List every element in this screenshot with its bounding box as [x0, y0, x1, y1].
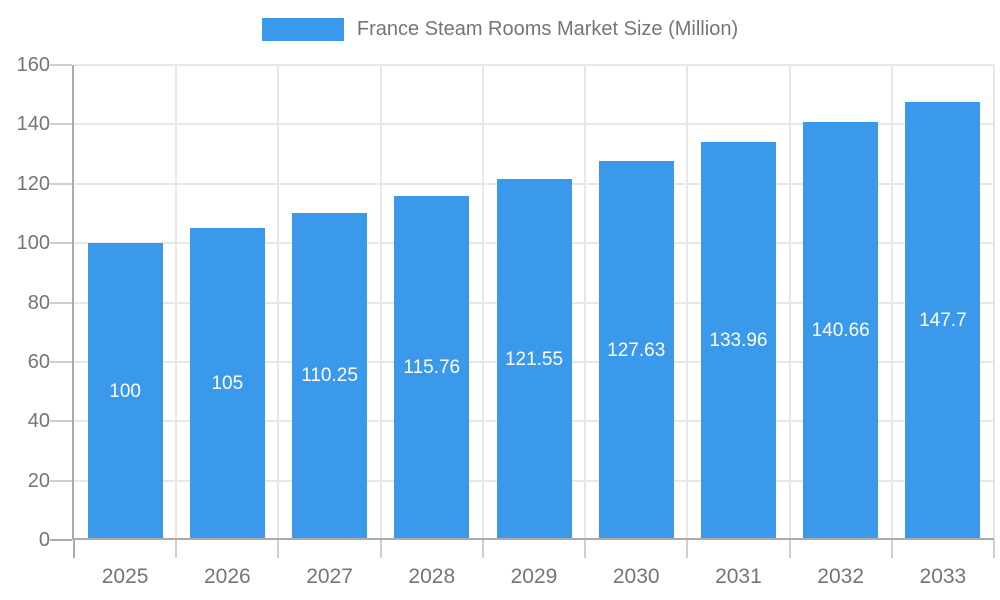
bar-2032[interactable]: 140.66 — [803, 122, 879, 540]
x-tick-label: 2032 — [817, 565, 865, 588]
x-tick-label: 2026 — [203, 565, 251, 588]
x-tick-mark — [175, 540, 178, 558]
bar-value-label: 133.96 — [709, 330, 768, 352]
x-tick-label: 2028 — [408, 565, 456, 588]
v-gridline — [277, 65, 280, 540]
x-tick-mark — [277, 540, 280, 558]
x-tick-mark — [584, 540, 587, 558]
bar-2031[interactable]: 133.96 — [700, 142, 776, 540]
legend-swatch — [261, 18, 344, 41]
bar-value-label: 105 — [211, 373, 244, 395]
bar-value-label: 100 — [109, 380, 141, 402]
y-tick-label: 20 — [27, 469, 50, 492]
bar-2027[interactable]: 110.25 — [292, 212, 368, 540]
bar-2028[interactable]: 115.76 — [394, 196, 470, 540]
bar-value-label: 115.76 — [403, 357, 461, 379]
v-gridline — [175, 65, 178, 540]
y-tick-label: 40 — [27, 410, 50, 433]
bar-2025[interactable]: 100 — [87, 243, 163, 540]
x-tick-label: 2030 — [612, 565, 660, 588]
v-gridline — [481, 65, 484, 540]
y-tick-label: 60 — [27, 350, 50, 373]
y-tick-mark — [50, 242, 72, 245]
y-tick-label: 120 — [16, 172, 50, 195]
h-gridline — [74, 123, 994, 126]
v-gridline — [890, 65, 893, 540]
plot-area: 100 105 110.25 115.76 121.55 127.63 133.96 140.… — [74, 64, 995, 540]
x-tick-mark — [73, 540, 75, 558]
y-tick-mark — [50, 64, 72, 66]
x-tick-mark — [993, 540, 995, 558]
y-tick-label: 160 — [16, 54, 50, 76]
x-tick-mark — [379, 540, 382, 558]
y-tick-mark — [50, 182, 72, 185]
legend[interactable]: France Steam Rooms Market Size (Million) — [0, 18, 1000, 41]
y-tick-label: 140 — [16, 113, 50, 136]
bar-2026[interactable]: 105 — [189, 228, 265, 540]
bar-value-label: 110.25 — [301, 365, 358, 387]
bar-2033[interactable]: 147.7 — [905, 101, 981, 540]
y-tick-mark — [50, 360, 72, 363]
bar-value-label: 127.63 — [607, 339, 666, 361]
x-tick-mark — [686, 540, 689, 558]
x-tick-mark — [890, 540, 893, 558]
x-tick-label: 2029 — [510, 565, 558, 588]
v-gridline — [686, 65, 689, 540]
x-tick-mark — [788, 540, 791, 558]
v-gridline — [993, 65, 995, 540]
y-tick-mark — [50, 420, 72, 423]
y-tick-label: 80 — [27, 291, 50, 314]
bar-value-label: 140.66 — [811, 320, 870, 342]
x-tick-label: 2033 — [919, 565, 967, 588]
y-tick-mark — [50, 479, 72, 482]
h-gridline — [74, 64, 994, 66]
bar-value-label: 121.55 — [504, 348, 564, 370]
v-gridline — [584, 65, 587, 540]
v-gridline — [379, 65, 382, 540]
v-gridline — [788, 65, 791, 540]
bar-2029[interactable]: 121.55 — [496, 179, 572, 540]
x-tick-label: 2031 — [715, 565, 762, 588]
bar-value-label: 147.7 — [919, 309, 967, 331]
y-tick-label: 0 — [38, 529, 50, 551]
y-tick-mark — [50, 539, 72, 541]
y-tick-mark — [50, 301, 72, 304]
y-tick-label: 100 — [16, 232, 50, 255]
x-tick-label: 2027 — [306, 565, 353, 588]
y-tick-mark — [50, 123, 72, 126]
y-axis-line — [72, 65, 74, 540]
x-axis-line — [72, 538, 994, 540]
bar-2030[interactable]: 127.63 — [598, 161, 674, 540]
legend-label: France Steam Rooms Market Size (Million) — [356, 18, 739, 40]
x-tick-mark — [481, 540, 484, 558]
x-tick-label: 2025 — [101, 565, 149, 588]
